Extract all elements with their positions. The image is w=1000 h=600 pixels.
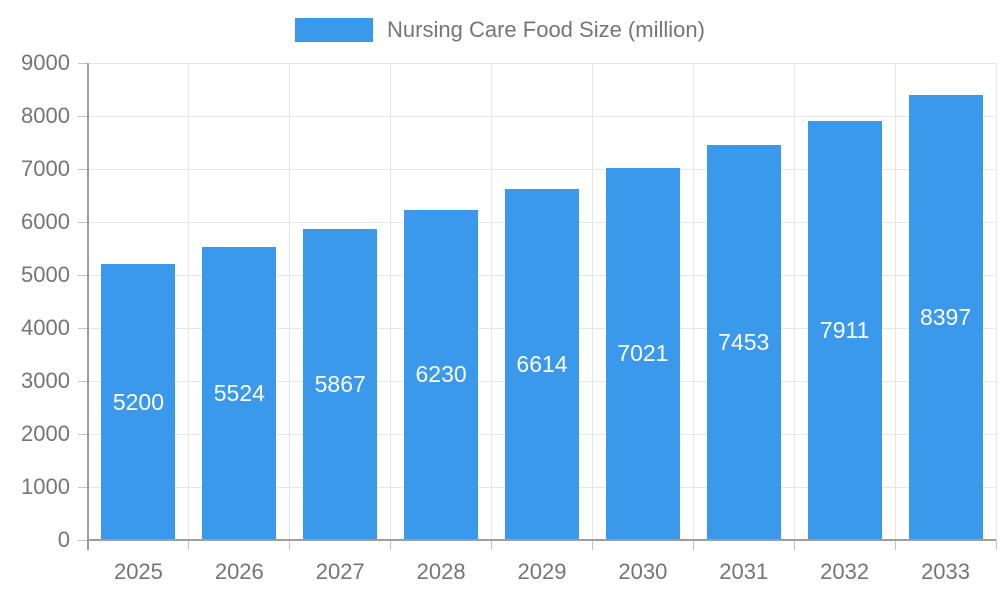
y-tick xyxy=(78,221,88,223)
legend[interactable]: Nursing Care Food Size (million) xyxy=(0,16,1000,44)
x-gridline xyxy=(793,63,795,540)
y-axis-line xyxy=(87,63,89,550)
bar-value-label: 5524 xyxy=(213,380,265,407)
x-tick xyxy=(491,540,493,550)
x-axis-line xyxy=(88,539,996,541)
x-gridline xyxy=(692,63,694,540)
y-tick xyxy=(78,274,88,276)
bar-value-label: 7021 xyxy=(617,340,669,367)
x-axis-label: 2027 xyxy=(315,559,365,584)
x-axis-label: 2031 xyxy=(719,559,769,584)
bar-2031[interactable]: 7453 xyxy=(706,144,781,540)
bar-2027[interactable]: 5867 xyxy=(303,229,378,540)
y-tick xyxy=(78,433,88,435)
bar-2029[interactable]: 6614 xyxy=(505,189,579,540)
bar-2028[interactable]: 6230 xyxy=(404,209,479,540)
y-gridline xyxy=(88,115,996,117)
legend-label: Nursing Care Food Size (million) xyxy=(387,17,705,42)
y-tick xyxy=(78,168,88,170)
x-axis-label: 2032 xyxy=(820,559,870,584)
bar-2026[interactable]: 5524 xyxy=(202,247,277,540)
y-axis-label: 2000 xyxy=(21,421,70,446)
y-axis-label: 0 xyxy=(57,527,70,552)
bar-value-label: 5867 xyxy=(314,371,366,398)
bar-value-label: 7453 xyxy=(718,328,770,355)
bar-2025[interactable]: 5200 xyxy=(101,264,176,540)
x-axis-label: 2026 xyxy=(214,559,264,584)
y-tick xyxy=(78,115,88,117)
x-tick xyxy=(591,540,593,550)
x-tick xyxy=(793,540,795,550)
x-gridline xyxy=(390,63,392,540)
y-axis-label: 6000 xyxy=(21,209,70,234)
x-gridline xyxy=(289,63,291,540)
x-axis-label: 2025 xyxy=(113,559,163,584)
y-axis-label: 4000 xyxy=(21,315,70,340)
bar-2030[interactable]: 7021 xyxy=(605,167,680,540)
bar-value-label: 7911 xyxy=(819,316,870,343)
bar-value-label: 5200 xyxy=(112,388,165,415)
y-axis-label: 5000 xyxy=(21,262,70,287)
bar-value-label: 8397 xyxy=(919,303,972,330)
bar-2033[interactable]: 8397 xyxy=(908,94,983,540)
x-tick xyxy=(692,540,694,550)
y-axis-label: 9000 xyxy=(21,50,70,75)
x-gridline xyxy=(591,63,593,540)
x-tick xyxy=(995,540,997,550)
x-axis-label: 2033 xyxy=(921,559,971,584)
y-gridline xyxy=(88,62,996,64)
x-tick xyxy=(390,540,392,550)
y-tick xyxy=(78,62,88,64)
y-axis-label: 3000 xyxy=(21,368,70,393)
bar-value-label: 6230 xyxy=(415,361,467,388)
x-tick xyxy=(894,540,896,550)
x-tick xyxy=(188,540,190,550)
x-axis-label: 2030 xyxy=(618,559,668,584)
y-tick xyxy=(78,380,88,382)
x-gridline xyxy=(894,63,896,540)
x-axis-label: 2029 xyxy=(517,559,567,584)
y-axis-label: 1000 xyxy=(21,474,70,499)
x-gridline xyxy=(491,63,493,540)
x-axis-label: 2028 xyxy=(416,559,466,584)
bar-value-label: 6614 xyxy=(516,351,568,378)
y-axis-label: 8000 xyxy=(21,103,70,128)
y-tick xyxy=(78,539,88,541)
y-tick xyxy=(78,327,88,329)
y-gridline xyxy=(88,168,996,170)
legend-swatch xyxy=(295,18,374,42)
x-gridline xyxy=(995,63,997,540)
bar-2032[interactable]: 7911 xyxy=(807,120,882,540)
x-gridline xyxy=(188,63,190,540)
x-tick xyxy=(289,540,291,550)
y-tick xyxy=(78,486,88,488)
y-axis-label: 7000 xyxy=(21,156,70,181)
